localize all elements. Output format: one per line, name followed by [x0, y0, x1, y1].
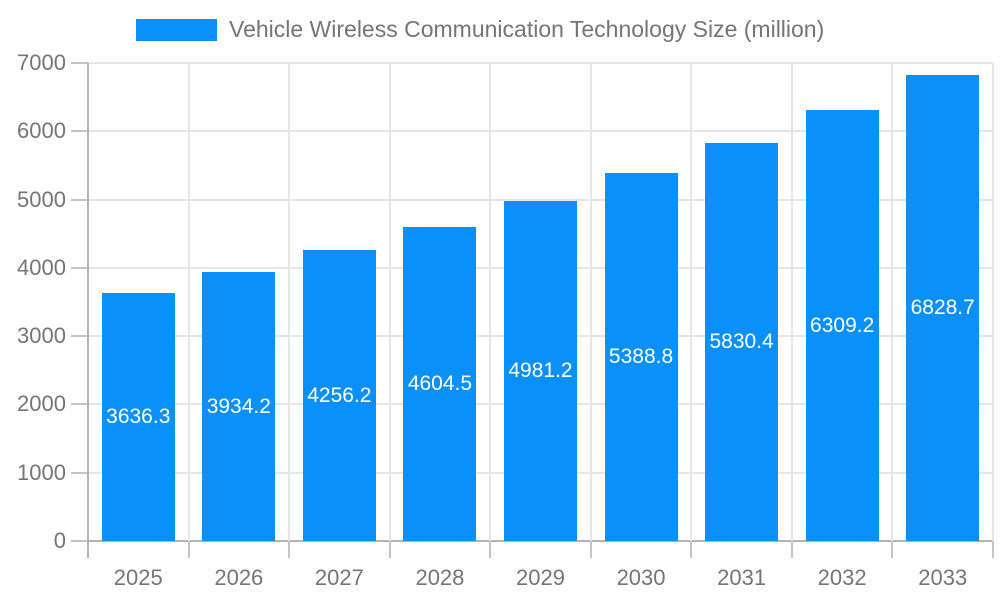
y-axis-label: 4000 [17, 254, 66, 280]
x-gridline [187, 63, 190, 541]
y-tick [71, 403, 88, 406]
x-axis-label: 2028 [415, 565, 465, 590]
x-tick [388, 541, 391, 558]
y-axis-label: 1000 [17, 459, 66, 485]
bar[interactable]: 6309.2 [805, 110, 879, 541]
legend-item[interactable]: Vehicle Wireless Communication Technolog… [136, 16, 824, 43]
x-gridline [790, 63, 793, 541]
bar-value-label: 5388.8 [608, 345, 674, 368]
bar[interactable]: 6828.7 [906, 74, 980, 541]
y-gridline [88, 198, 993, 201]
bar-value-label: 6828.7 [910, 295, 975, 319]
bar-value-label: 4981.2 [508, 358, 573, 382]
x-tick [790, 541, 793, 558]
y-axis-label: 0 [53, 528, 66, 553]
y-tick [71, 198, 88, 201]
legend-label: Vehicle Wireless Communication Technolog… [229, 16, 825, 42]
x-tick [288, 541, 291, 558]
bar[interactable]: 3934.2 [202, 272, 276, 541]
x-axis-label: 2032 [817, 565, 867, 590]
x-axis-label: 2025 [113, 565, 163, 590]
x-tick [992, 541, 994, 558]
bar[interactable]: 3636.3 [101, 292, 175, 541]
bar[interactable]: 4981.2 [504, 200, 577, 541]
x-tick [690, 541, 693, 558]
y-tick [71, 266, 88, 269]
bar-value-label: 3636.3 [106, 404, 171, 428]
bar-value-label: 6309.2 [810, 313, 875, 337]
x-tick [589, 541, 592, 558]
y-axis-label: 2000 [17, 391, 66, 417]
x-gridline [992, 63, 994, 541]
y-axis-line [87, 63, 89, 558]
x-axis-label: 2029 [516, 565, 565, 590]
y-axis-label: 6000 [17, 118, 66, 144]
bar[interactable]: 4256.2 [302, 250, 376, 541]
x-axis-label: 2031 [717, 565, 767, 590]
x-axis-label: 2030 [616, 565, 666, 590]
x-gridline [388, 63, 391, 541]
y-axis-label: 3000 [17, 323, 66, 349]
legend-swatch [136, 18, 217, 41]
bar-value-label: 3934.2 [206, 394, 271, 418]
x-tick [489, 541, 492, 558]
y-gridline [88, 130, 993, 133]
x-tick [891, 541, 894, 558]
bar[interactable]: 4604.5 [403, 226, 477, 541]
bar-value-label: 4256.2 [307, 383, 372, 407]
y-tick [71, 130, 88, 133]
y-tick [71, 540, 88, 542]
bar-value-label: 5830.4 [709, 329, 774, 353]
bar[interactable]: 5830.4 [705, 142, 779, 541]
y-axis-label: 7000 [17, 50, 66, 75]
x-gridline [489, 63, 492, 541]
y-tick [71, 471, 88, 474]
bar-value-label: 4604.5 [407, 371, 473, 395]
x-gridline [690, 63, 693, 541]
x-tick [187, 541, 190, 558]
x-gridline [589, 63, 592, 541]
x-axis-baseline [88, 540, 993, 542]
x-axis-label: 2027 [314, 565, 364, 590]
y-axis-label: 5000 [17, 186, 66, 212]
x-axis-label: 2026 [214, 565, 264, 590]
x-axis-label: 2033 [918, 565, 968, 590]
x-gridline [288, 63, 291, 541]
x-gridline [891, 63, 894, 541]
bar[interactable]: 5388.8 [604, 173, 678, 541]
y-tick [71, 62, 88, 64]
y-gridline [88, 62, 993, 64]
y-tick [71, 335, 88, 338]
